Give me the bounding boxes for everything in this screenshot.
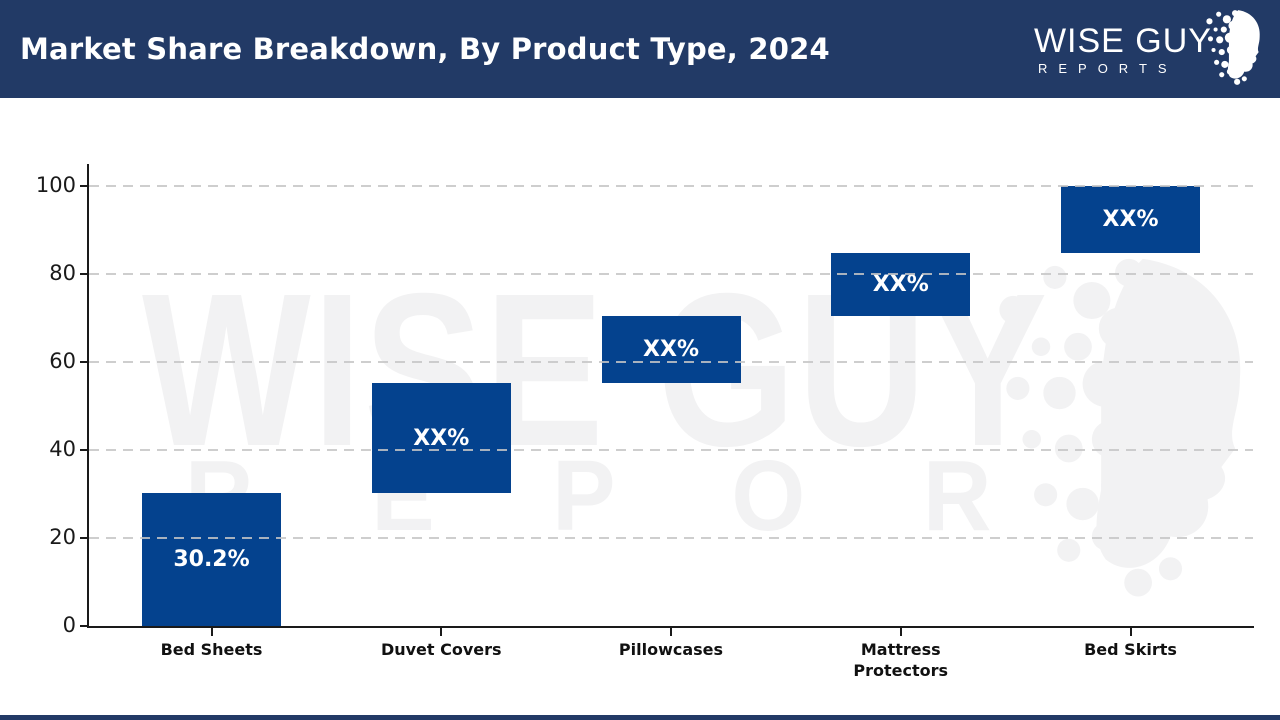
- y-tick-40: [80, 449, 87, 451]
- x-label-pillowcases: Pillowcases: [618, 640, 724, 659]
- y-tick-label-20: 20: [49, 525, 76, 549]
- logo-head-icon: [1206, 10, 1260, 85]
- x-axis-spine: [87, 626, 1254, 628]
- bar-bed-skirts: XX%: [1061, 186, 1200, 253]
- bar-duvet-covers: XX%: [371, 383, 511, 494]
- x-label-mattress-protectors: Mattress Protectors: [853, 640, 949, 680]
- y-tick-100: [80, 185, 87, 187]
- y-tick-label-0: 0: [62, 613, 76, 637]
- y-axis-spine: [87, 164, 89, 627]
- bar-pillowcases: XX%: [601, 315, 741, 384]
- y-tick-20: [80, 537, 87, 539]
- bar-value-label-pillowcases: XX%: [643, 336, 699, 362]
- bar-value-label-bed-sheets: 30.2%: [173, 547, 250, 573]
- y-tick-60: [80, 361, 87, 363]
- y-tick-label-60: 60: [49, 349, 76, 373]
- x-tick-bed-skirts: [1129, 628, 1132, 636]
- x-label-bed-skirts: Bed Skirts: [1084, 640, 1177, 659]
- logo-subtext: REPORTS: [1037, 60, 1178, 76]
- y-tick-label-100: 100: [35, 173, 76, 197]
- bar-value-label-mattress-protectors: XX%: [872, 271, 929, 297]
- x-label-duvet-covers: Duvet Covers: [380, 640, 502, 659]
- logo-text: WISE GUY REPORTS: [1033, 22, 1212, 76]
- bar-mattress-protectors: XX%: [831, 252, 971, 316]
- x-tick-pillowcases: [670, 628, 672, 636]
- header-bar: Market Share Breakdown, By Product Type,…: [0, 0, 1280, 98]
- chart-title: Market Share Breakdown, By Product Type,…: [20, 32, 830, 66]
- bar-value-label-duvet-covers: XX%: [413, 425, 470, 451]
- x-tick-mattress-protectors: [899, 628, 902, 636]
- y-tick-label-80: 80: [49, 261, 76, 285]
- x-label-bed-sheets: Bed Sheets: [160, 640, 263, 659]
- bar-value-label-bed-skirts: XX%: [1102, 206, 1159, 232]
- watermark-head-icon: [999, 258, 1241, 597]
- x-tick-bed-sheets: [210, 628, 213, 636]
- footer-bar: [0, 715, 1280, 720]
- bar-bed-sheets: 30.2%: [142, 493, 281, 626]
- y-tick-0: [80, 625, 87, 627]
- y-tick-label-40: 40: [49, 437, 76, 461]
- x-tick-duvet-covers: [440, 628, 443, 636]
- y-tick-80: [80, 273, 87, 275]
- logo-wordmark: WISE GUY: [1033, 22, 1212, 61]
- wise-guy-logo: WISE GUY REPORTS: [1034, 8, 1266, 92]
